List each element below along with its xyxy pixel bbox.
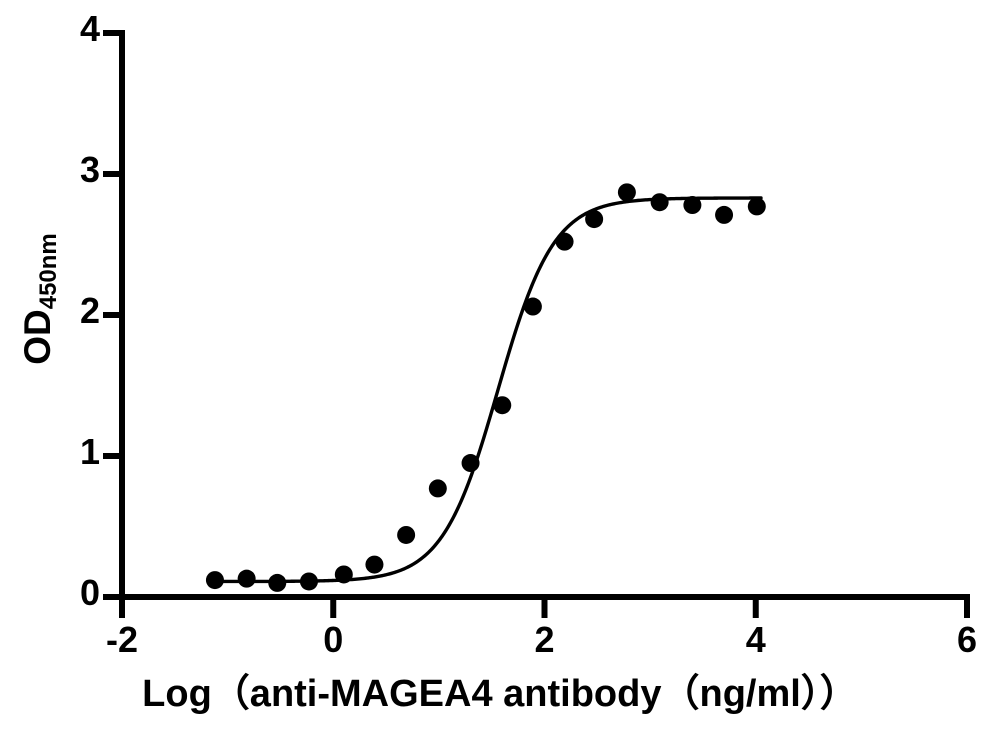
data-point <box>397 525 416 544</box>
data-point <box>461 454 480 473</box>
data-point <box>747 197 766 216</box>
data-point <box>428 479 447 498</box>
axes <box>103 30 970 618</box>
y-tick-label: 3 <box>79 149 100 190</box>
x-tick-label: 4 <box>745 619 766 660</box>
data-point <box>268 573 287 592</box>
y-tick-label: 2 <box>79 290 100 331</box>
data-point <box>683 196 702 215</box>
x-axis-label: Log（anti-MAGEA4 antibody（ng/ml）） <box>142 673 858 715</box>
data-points <box>205 183 766 592</box>
x-tick-label: -2 <box>105 619 138 660</box>
data-point <box>334 565 353 584</box>
data-point <box>715 205 734 224</box>
data-point <box>555 232 574 251</box>
data-point <box>365 555 384 574</box>
x-tick-label: 2 <box>534 619 555 660</box>
data-point <box>299 572 318 591</box>
x-tick-label: 6 <box>956 619 978 660</box>
y-tick-label: 4 <box>79 8 100 49</box>
data-point <box>617 183 636 202</box>
y-tick-label: 1 <box>79 431 100 472</box>
y-tick-label: 0 <box>79 572 100 613</box>
data-point <box>205 571 224 590</box>
x-tick-label: 0 <box>323 619 344 660</box>
data-point <box>493 396 512 415</box>
data-point <box>585 210 604 229</box>
data-point <box>523 297 542 316</box>
data-point <box>237 569 256 588</box>
data-point <box>650 193 669 212</box>
